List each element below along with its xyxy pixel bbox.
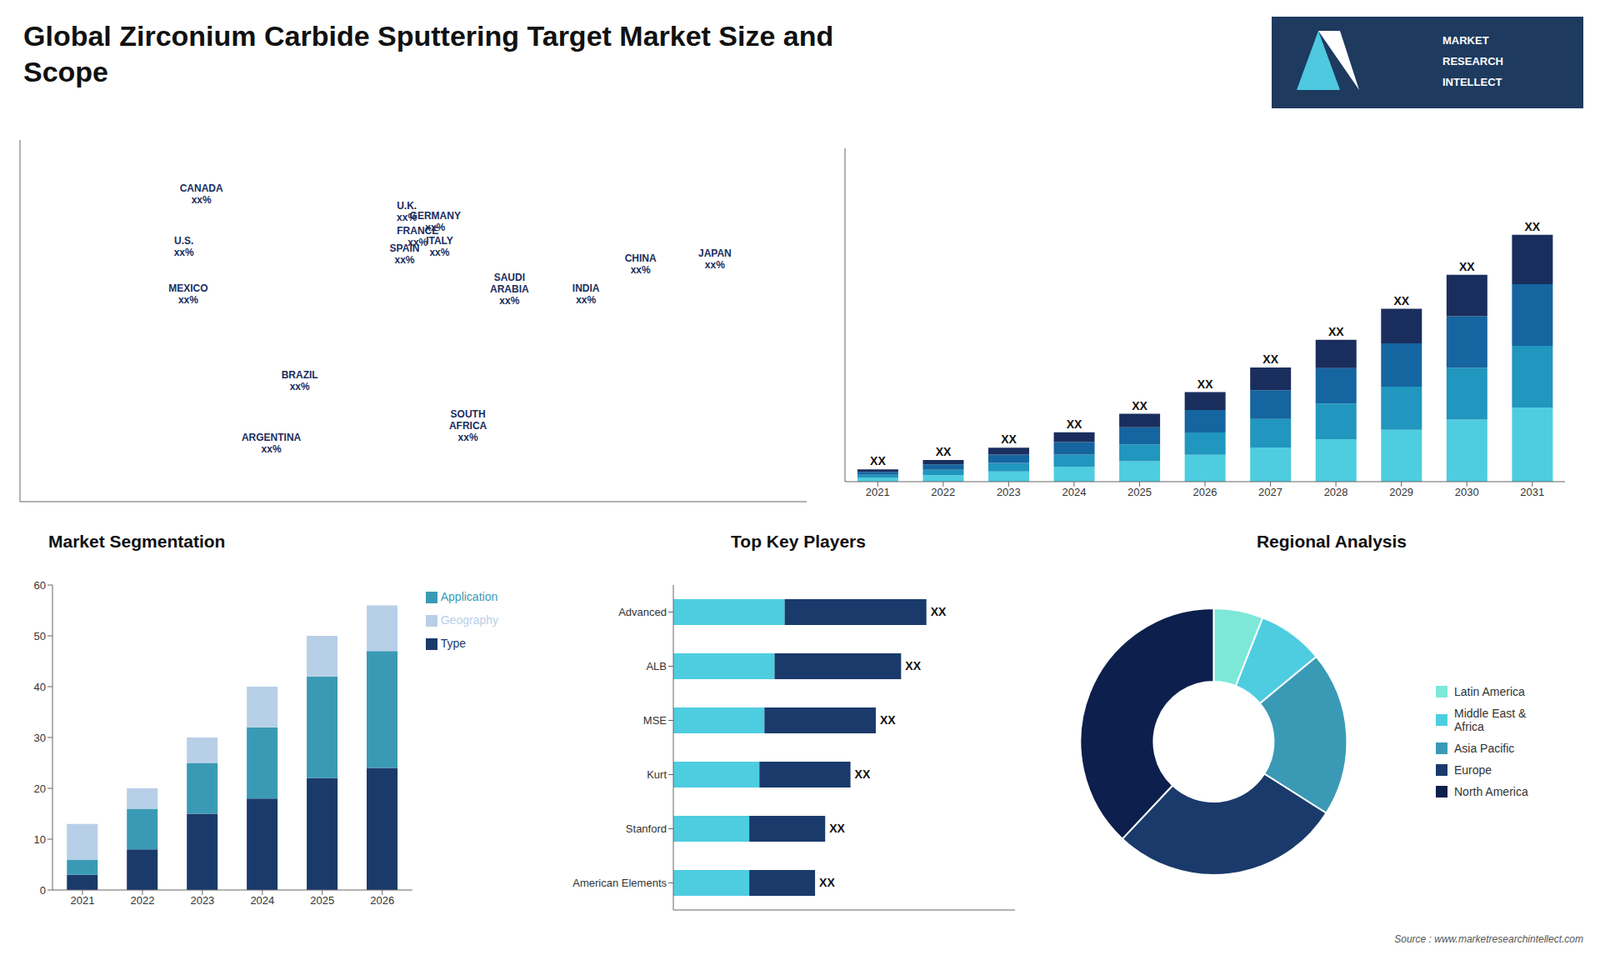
svg-text:2026: 2026 (370, 894, 395, 907)
svg-text:XX: XX (1393, 294, 1410, 308)
svg-text:ITALYxx%: ITALYxx% (425, 235, 454, 259)
svg-text:INDIAxx%: INDIAxx% (572, 282, 600, 306)
svg-text:XX: XX (1328, 325, 1345, 339)
svg-text:XX: XX (1262, 352, 1279, 366)
svg-text:2024: 2024 (1061, 485, 1086, 499)
svg-text:2029: 2029 (1389, 485, 1414, 499)
svg-text:2027: 2027 (1258, 485, 1283, 499)
svg-text:Kurt: Kurt (646, 768, 667, 781)
svg-text:GERMANYxx%: GERMANYxx% (410, 210, 461, 234)
svg-text:20: 20 (34, 782, 46, 795)
svg-text:XX: XX (1197, 377, 1214, 391)
svg-text:BRAZILxx%: BRAZILxx% (281, 370, 319, 394)
svg-text:50: 50 (34, 630, 46, 643)
svg-text:XX: XX (1000, 432, 1017, 446)
svg-text:2030: 2030 (1455, 485, 1480, 499)
svg-text:XX: XX (855, 767, 871, 781)
svg-text:XX: XX (819, 875, 835, 890)
svg-text:XX: XX (1066, 417, 1083, 431)
svg-text:XX: XX (930, 605, 947, 619)
svg-text:0: 0 (40, 884, 46, 897)
svg-text:2028: 2028 (1324, 485, 1349, 499)
svg-text:JAPANxx%: JAPANxx% (698, 247, 732, 271)
svg-text:American Elements: American Elements (572, 876, 667, 890)
svg-text:MEXICOxx%: MEXICOxx% (168, 282, 208, 306)
svg-text:CANADAxx%: CANADAxx% (180, 182, 224, 206)
svg-text:30: 30 (34, 731, 46, 745)
svg-text:SAUDIARABIAxx%: SAUDIARABIAxx% (490, 271, 530, 307)
svg-text:XX: XX (935, 445, 952, 459)
svg-text:XX: XX (1459, 260, 1475, 274)
svg-text:10: 10 (34, 833, 46, 846)
svg-text:U.S.xx%: U.S.xx% (174, 235, 195, 259)
svg-text:XX: XX (1525, 220, 1541, 234)
svg-text:2031: 2031 (1520, 485, 1545, 499)
svg-text:XX: XX (880, 713, 896, 727)
svg-text:2026: 2026 (1193, 485, 1218, 499)
svg-text:2022: 2022 (130, 894, 155, 907)
svg-text:2025: 2025 (1127, 485, 1152, 499)
svg-text:2022: 2022 (930, 485, 955, 499)
svg-text:2021: 2021 (70, 894, 95, 907)
svg-text:Advanced: Advanced (618, 605, 667, 619)
svg-text:XX: XX (905, 659, 921, 673)
svg-text:60: 60 (34, 579, 46, 592)
svg-text:ARGENTINAxx%: ARGENTINAxx% (241, 431, 302, 455)
svg-text:SPAINxx%: SPAINxx% (390, 242, 420, 266)
svg-text:Stanford: Stanford (625, 822, 667, 835)
svg-text:XX: XX (1131, 399, 1148, 413)
svg-text:2025: 2025 (310, 894, 335, 907)
svg-text:CHINAxx%: CHINAxx% (625, 252, 657, 276)
svg-text:2021: 2021 (865, 485, 890, 499)
svg-text:ALB: ALB (645, 660, 667, 673)
svg-text:MSE: MSE (643, 714, 668, 727)
svg-text:2023: 2023 (190, 894, 215, 907)
svg-text:XX: XX (870, 454, 886, 468)
svg-text:XX: XX (829, 821, 845, 835)
svg-text:2024: 2024 (250, 894, 275, 907)
svg-text:SOUTHAFRICAxx%: SOUTHAFRICAxx% (449, 408, 488, 444)
svg-text:2023: 2023 (996, 485, 1021, 499)
svg-text:40: 40 (34, 680, 46, 694)
